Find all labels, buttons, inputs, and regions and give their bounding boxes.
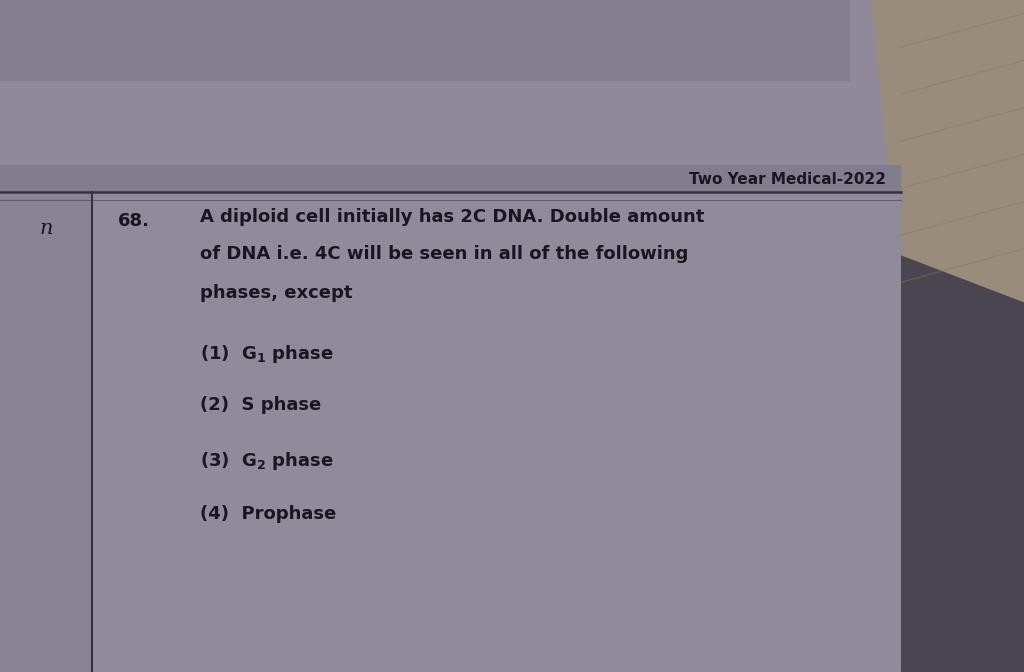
Text: 68.: 68.	[118, 212, 150, 230]
Polygon shape	[0, 0, 901, 672]
Text: (1)  $\mathregular{G_1}$ phase: (1) $\mathregular{G_1}$ phase	[200, 343, 334, 365]
Text: (2)  S phase: (2) S phase	[200, 396, 321, 415]
Bar	[0, 192, 901, 672]
Polygon shape	[0, 0, 850, 81]
Text: (4)  Prophase: (4) Prophase	[200, 505, 336, 523]
Bar	[0, 165, 901, 192]
Text: (3)  $\mathregular{G_2}$ phase: (3) $\mathregular{G_2}$ phase	[200, 450, 334, 472]
Polygon shape	[840, 0, 1024, 302]
Bar	[0, 192, 92, 672]
Text: Two Year Medical-2022: Two Year Medical-2022	[689, 172, 886, 187]
Text: of DNA i.e. 4C will be seen in all of the following: of DNA i.e. 4C will be seen in all of th…	[200, 245, 688, 263]
Text: n: n	[39, 219, 53, 238]
Text: phases, except: phases, except	[200, 284, 352, 302]
Text: A diploid cell initially has 2C DNA. Double amount: A diploid cell initially has 2C DNA. Dou…	[200, 208, 705, 226]
